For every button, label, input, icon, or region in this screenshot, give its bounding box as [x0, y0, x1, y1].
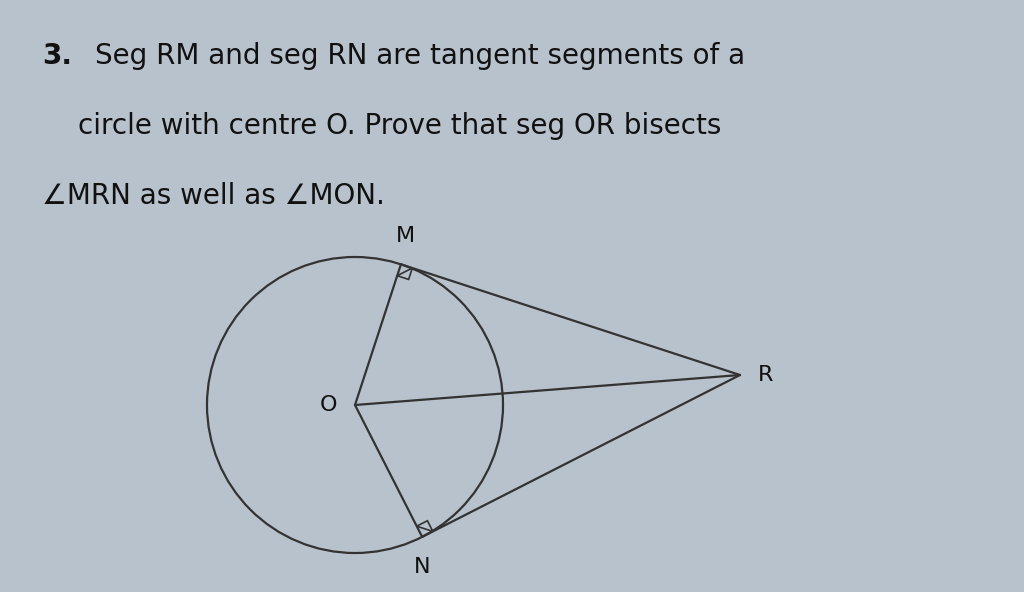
Text: O: O	[319, 395, 337, 415]
Text: 3.: 3.	[42, 42, 72, 70]
Text: ∠MRN as well as ∠MON.: ∠MRN as well as ∠MON.	[42, 182, 385, 210]
Text: M: M	[396, 226, 416, 246]
Text: Seg RM and seg RN are tangent segments of a: Seg RM and seg RN are tangent segments o…	[95, 42, 745, 70]
Text: R: R	[758, 365, 773, 385]
Text: circle with centre O. Prove that seg OR bisects: circle with centre O. Prove that seg OR …	[78, 112, 721, 140]
Text: N: N	[414, 557, 430, 577]
